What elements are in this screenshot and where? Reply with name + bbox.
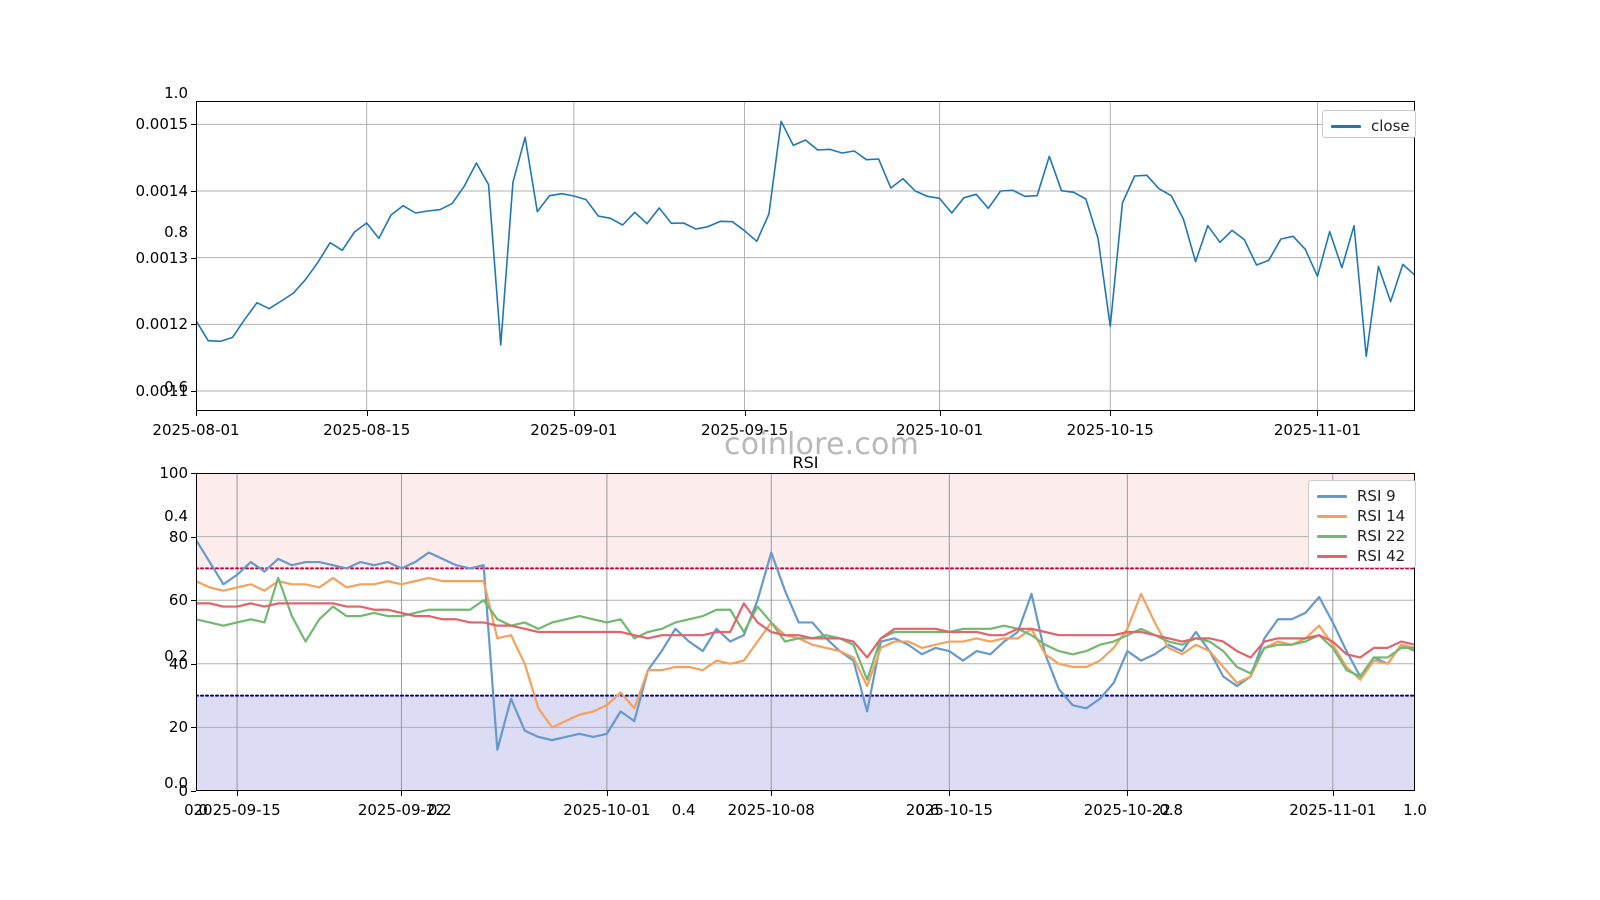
rsi-xtick-mark xyxy=(401,791,403,796)
price-xtick-label: 2025-10-01 xyxy=(895,421,984,439)
rsi-ytick-norm-label: 0.2 xyxy=(164,647,188,665)
legend-label: RSI 22 xyxy=(1357,527,1406,545)
band-overbought xyxy=(196,473,1415,569)
rsi-xtick-date-label: 2025-10-01 xyxy=(563,801,651,819)
rsi-xtick-mark xyxy=(949,791,951,796)
rsi-xtick-date-label: 2025-10-08 xyxy=(727,801,815,819)
rsi-subplot-title: RSI xyxy=(792,453,819,472)
rsi-ytick-label: 80 xyxy=(168,527,188,546)
rsi-xtick-norm-label: 0.6 xyxy=(915,801,940,819)
rsi-plot-area xyxy=(196,473,1415,791)
rsi-xtick-mark xyxy=(1332,791,1334,796)
rsi-ytick-mark xyxy=(191,536,196,538)
price-ytick-label: 0.0014 xyxy=(135,182,189,200)
price-xtick-mark xyxy=(1110,411,1112,416)
price-ytick-norm-label: 0.8 xyxy=(164,223,188,241)
rsi-xtick-mark xyxy=(771,791,773,796)
rsi-xtick-date-label: 2025-10-15 xyxy=(905,801,993,819)
legend-item: RSI 42 xyxy=(1317,546,1407,566)
price-ytick-mark xyxy=(191,124,196,126)
price-xtick-label: 2025-09-01 xyxy=(530,421,618,439)
price-xtick-mark xyxy=(744,411,746,416)
rsi-xtick-norm-label: 1.0 xyxy=(1403,801,1427,819)
legend-item: close xyxy=(1331,116,1410,136)
rsi-xtick-date-label: 2025-11-01 xyxy=(1289,801,1377,819)
legend-label: RSI 42 xyxy=(1357,547,1406,565)
rsi-ytick-mark xyxy=(191,473,196,474)
rsi-xtick-norm-label: 0.0 xyxy=(184,801,208,819)
rsi-ytick-mark xyxy=(191,727,196,729)
rsi-ytick-mark xyxy=(191,600,196,602)
price-xtick-mark xyxy=(573,411,575,416)
price-xtick-mark xyxy=(1317,411,1319,416)
price-ytick-mark xyxy=(191,391,196,392)
price-ytick-label: 0.0011 xyxy=(135,382,189,400)
price-ytick-norm-label: 0.6 xyxy=(164,378,188,396)
legend-item: RSI 9 xyxy=(1317,486,1407,506)
rsi-ytick-norm-label: 0.0 xyxy=(164,774,188,792)
watermark-coinlore: coinlore.com xyxy=(724,427,920,462)
price-legend: close xyxy=(1322,110,1416,138)
price-ytick-norm-label: 1.0 xyxy=(164,84,188,102)
rsi-xtick-norm-label: 0.2 xyxy=(427,801,452,819)
rsi-xtick-norm-label: 0.8 xyxy=(1159,801,1184,819)
price-ytick-label: 0.0015 xyxy=(135,115,189,134)
rsi-xtick-date-label: 2025-10-22 xyxy=(1083,801,1171,819)
rsi-xtick-date-label: 2025-09-22 xyxy=(357,801,446,819)
legend-label: RSI 9 xyxy=(1357,487,1396,505)
price-xtick-mark xyxy=(366,411,368,416)
legend-swatch-rsi-22 xyxy=(1317,534,1347,538)
legend-swatch-close xyxy=(1331,124,1361,128)
price-xtick-label: 2025-11-01 xyxy=(1273,421,1362,439)
series-rsi-42 xyxy=(196,602,1415,659)
price-axes-frame xyxy=(196,101,1415,411)
price-plot-area xyxy=(196,101,1415,411)
price-ytick-mark xyxy=(191,257,196,259)
rsi-ytick-label: 40 xyxy=(168,654,188,673)
price-xtick-label: 2025-08-15 xyxy=(323,421,411,439)
legend-label: RSI 14 xyxy=(1357,507,1406,525)
price-xtick-label: 2025-09-15 xyxy=(700,421,789,439)
price-xtick-mark xyxy=(939,411,941,416)
rsi-xtick-mark xyxy=(237,791,239,796)
rsi-xtick-mark xyxy=(1127,791,1129,796)
price-ytick-mark xyxy=(191,324,196,326)
rsi-ytick-label: 100 xyxy=(159,464,188,482)
rsi-xtick-mark xyxy=(606,791,608,796)
rsi-ytick-label: 20 xyxy=(168,718,188,737)
rsi-legend: RSI 9 RSI 14 RSI 22 RSI 42 xyxy=(1308,480,1416,568)
legend-swatch-rsi-42 xyxy=(1317,554,1347,558)
rsi-xtick-date-label: 2025-09-15 xyxy=(193,801,281,819)
price-ytick-label: 0.0013 xyxy=(135,248,189,267)
price-ytick-mark xyxy=(191,191,196,192)
legend-label: close xyxy=(1371,117,1410,135)
legend-swatch-rsi-9 xyxy=(1317,494,1347,498)
price-xtick-label: 2025-10-15 xyxy=(1066,421,1154,439)
rsi-ytick-label: 60 xyxy=(168,591,188,610)
price-xtick-mark xyxy=(196,411,197,416)
legend-swatch-rsi-14 xyxy=(1317,514,1347,518)
legend-item: RSI 22 xyxy=(1317,526,1407,546)
legend-item: RSI 14 xyxy=(1317,506,1407,526)
series-rsi-22 xyxy=(196,576,1415,681)
rsi-axes-frame xyxy=(196,473,1415,791)
series-rsi-14 xyxy=(196,576,1415,729)
series-close xyxy=(196,120,1415,358)
rsi-ytick-label: 0 xyxy=(178,782,188,800)
rsi-ytick-mark xyxy=(191,791,196,792)
rsi-ytick-norm-label: 0.4 xyxy=(164,507,188,525)
band-oversold xyxy=(196,695,1415,791)
rsi-xtick-norm-label: 0.4 xyxy=(671,801,696,819)
price-xtick-label: 2025-08-01 xyxy=(152,421,240,439)
price-ytick-label: 0.0012 xyxy=(135,315,189,334)
rsi-ytick-mark xyxy=(191,663,196,665)
